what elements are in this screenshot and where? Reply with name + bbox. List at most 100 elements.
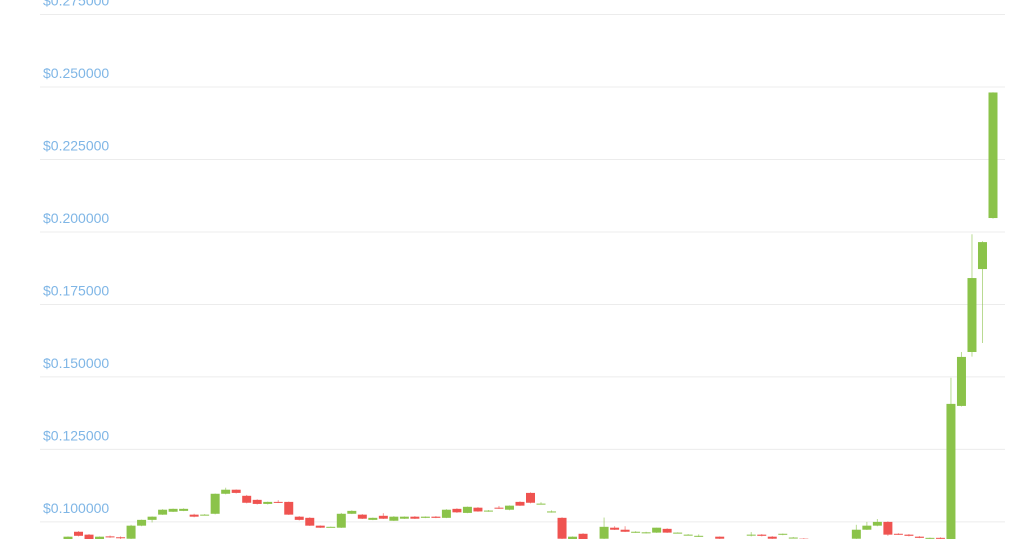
candle-body bbox=[231, 489, 241, 493]
candle-down bbox=[252, 499, 262, 505]
candle-down bbox=[578, 533, 588, 539]
candle-body bbox=[526, 492, 535, 503]
candle-body bbox=[462, 506, 472, 513]
candle-body bbox=[620, 529, 630, 532]
candle-body bbox=[746, 534, 756, 536]
candle-up bbox=[988, 92, 998, 219]
candle-body bbox=[568, 536, 578, 539]
candle-up bbox=[872, 518, 882, 527]
candle-up bbox=[851, 524, 861, 539]
candle-body bbox=[904, 534, 914, 536]
candle-body bbox=[946, 403, 956, 539]
candle-down bbox=[904, 534, 914, 537]
y-tick-label: $0.250000 bbox=[43, 65, 109, 81]
candle-down bbox=[893, 533, 903, 535]
candle-body bbox=[715, 536, 725, 539]
candle-up bbox=[967, 234, 977, 357]
candle-up bbox=[399, 516, 409, 519]
candle-body bbox=[410, 516, 420, 519]
candle-body bbox=[63, 536, 73, 539]
candle-body bbox=[893, 533, 903, 535]
candle-down bbox=[305, 517, 315, 526]
candle-up bbox=[368, 517, 378, 521]
candle-body bbox=[189, 514, 199, 517]
candle-body bbox=[389, 516, 399, 521]
candle-up bbox=[536, 502, 546, 505]
candle-body bbox=[641, 532, 651, 534]
y-tick-label: $0.150000 bbox=[43, 355, 109, 371]
grid-lines bbox=[40, 13, 1005, 523]
candle-body bbox=[872, 521, 882, 526]
candle-up bbox=[788, 536, 798, 539]
y-tick-label: $0.275000 bbox=[43, 0, 109, 8]
candle-down bbox=[452, 508, 462, 513]
candle-body bbox=[767, 536, 777, 539]
candle-down bbox=[662, 528, 672, 533]
candle-body bbox=[158, 509, 168, 515]
candle-body bbox=[294, 516, 304, 520]
candle-down bbox=[378, 513, 388, 519]
candle-down bbox=[315, 525, 325, 528]
candle-body bbox=[652, 527, 662, 533]
candle-up bbox=[483, 510, 493, 512]
candle-down bbox=[284, 501, 294, 515]
candle-body bbox=[441, 509, 451, 518]
candle-body bbox=[673, 532, 683, 534]
candle-body bbox=[420, 516, 430, 518]
candle-body bbox=[694, 535, 704, 537]
candles bbox=[63, 92, 998, 539]
candle-up bbox=[599, 517, 609, 539]
candle-body bbox=[357, 514, 367, 519]
candle-body bbox=[662, 528, 672, 533]
candle-up bbox=[137, 519, 147, 527]
candle-down bbox=[357, 514, 367, 519]
candle-up bbox=[746, 532, 756, 537]
candle-up bbox=[263, 501, 273, 505]
candle-body bbox=[536, 503, 546, 505]
candle-body bbox=[252, 499, 262, 504]
candle-down bbox=[494, 505, 504, 509]
candle-body bbox=[683, 534, 693, 536]
candle-body bbox=[95, 536, 105, 539]
candle-body bbox=[378, 515, 388, 519]
y-tick-label: $0.100000 bbox=[43, 500, 109, 516]
candle-down bbox=[515, 501, 525, 506]
candle-body bbox=[74, 531, 84, 536]
candle-body bbox=[315, 525, 325, 528]
candle-down bbox=[526, 492, 535, 504]
candle-down bbox=[557, 517, 567, 539]
candle-body bbox=[126, 525, 136, 539]
candle-up bbox=[210, 493, 220, 515]
candle-up bbox=[420, 516, 430, 519]
candle-up bbox=[179, 508, 189, 512]
candle-body bbox=[84, 534, 94, 539]
candle-body bbox=[515, 501, 525, 506]
candle-up bbox=[126, 524, 136, 539]
candle-body bbox=[326, 526, 336, 528]
candle-body bbox=[778, 533, 788, 535]
candle-up bbox=[441, 509, 451, 519]
candle-body bbox=[610, 527, 620, 530]
candle-body bbox=[200, 514, 210, 516]
candle-down bbox=[242, 494, 252, 504]
candle-body bbox=[347, 510, 357, 514]
candle-body bbox=[977, 242, 987, 270]
candle-up bbox=[336, 512, 346, 528]
candle-up bbox=[347, 510, 357, 515]
candle-body bbox=[168, 508, 178, 512]
candle-up bbox=[326, 526, 336, 528]
candle-body bbox=[504, 505, 514, 510]
candle-body bbox=[851, 529, 861, 539]
candle-down bbox=[231, 489, 241, 494]
candle-body bbox=[273, 501, 283, 503]
candle-up bbox=[694, 534, 704, 537]
candle-up bbox=[683, 534, 693, 536]
candle-body bbox=[925, 537, 935, 539]
candle-down bbox=[189, 513, 199, 518]
candle-body bbox=[263, 501, 273, 504]
candle-body bbox=[473, 507, 483, 512]
candle-body bbox=[788, 537, 798, 539]
candle-body bbox=[967, 278, 977, 352]
candle-body bbox=[179, 508, 189, 511]
